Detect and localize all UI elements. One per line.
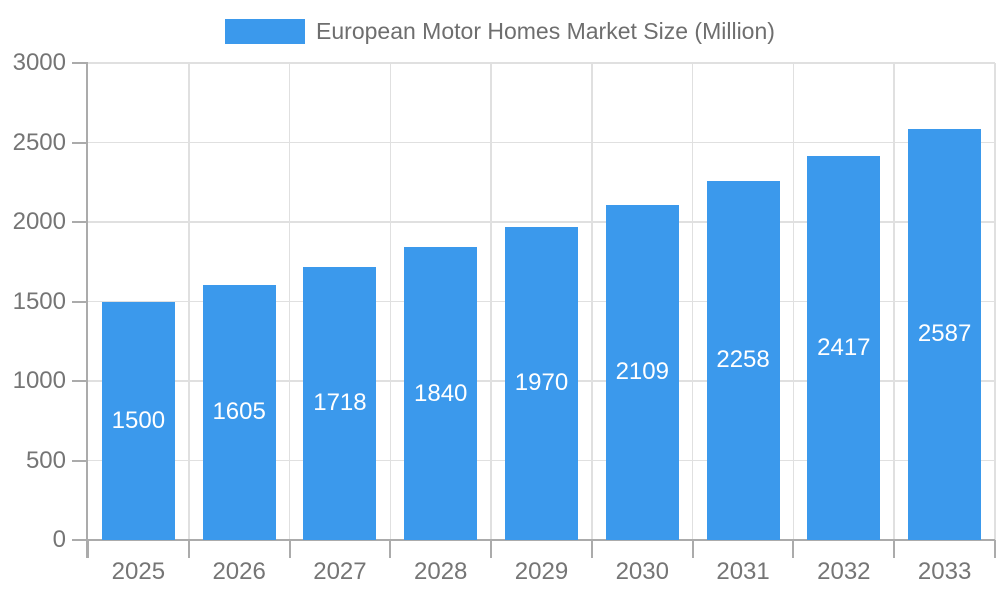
legend: European Motor Homes Market Size (Millio…	[0, 18, 1000, 45]
bar-value-label: 1970	[514, 369, 569, 397]
bar-value-label: 2587	[917, 320, 972, 348]
x-axis-tick	[187, 540, 190, 558]
x-axis-tick	[288, 540, 291, 558]
y-axis-tick-label: 3000	[12, 49, 66, 76]
gridline-vertical	[188, 63, 190, 540]
bar-value-label: 1718	[313, 389, 367, 417]
y-axis-tick	[72, 62, 88, 64]
y-axis-tick-label: 500	[25, 446, 66, 474]
bar[interactable]	[807, 155, 881, 540]
legend-swatch	[225, 19, 306, 44]
x-axis-tick	[490, 540, 493, 558]
x-axis-tick-label: 2033	[917, 558, 972, 585]
legend-label: European Motor Homes Market Size (Millio…	[316, 18, 775, 44]
bar-value-label: 1605	[212, 398, 266, 426]
x-axis-tick-label: 2029	[514, 558, 569, 585]
bar[interactable]	[706, 180, 780, 540]
gridline-vertical	[389, 63, 392, 540]
y-axis-line	[86, 63, 88, 558]
x-axis-tick	[87, 540, 89, 558]
bar[interactable]	[404, 247, 478, 540]
gridline-vertical	[691, 63, 694, 540]
bar[interactable]	[505, 226, 578, 540]
y-axis-tick-label: 1000	[12, 367, 66, 394]
y-axis-tick	[72, 141, 88, 144]
gridline-horizontal	[88, 62, 995, 64]
gridline-horizontal	[88, 221, 995, 223]
gridline-vertical	[994, 63, 996, 540]
y-axis-tick-label: 2000	[12, 208, 66, 235]
gridline-horizontal	[88, 141, 995, 144]
gridline-vertical	[288, 63, 291, 540]
y-axis-tick	[72, 380, 88, 382]
x-axis-tick	[590, 540, 593, 558]
x-axis-tick-label: 2027	[313, 558, 367, 585]
x-axis-tick-label: 2031	[716, 558, 770, 585]
x-axis-tick-label: 2025	[111, 558, 166, 585]
bar[interactable]	[101, 301, 175, 540]
gridline-vertical	[893, 63, 895, 540]
x-axis-tick	[691, 540, 694, 558]
bar-value-label: 2417	[817, 333, 871, 361]
x-axis-tick	[389, 540, 392, 558]
gridline-vertical	[591, 63, 593, 540]
gridline-vertical	[490, 63, 492, 540]
y-axis-tick-label: 2500	[12, 128, 66, 156]
bar[interactable]	[908, 128, 982, 540]
gridline-vertical	[792, 63, 795, 540]
bar-value-label: 2109	[615, 358, 669, 386]
bar-value-label: 1840	[414, 379, 468, 407]
x-axis-tick	[792, 540, 795, 558]
x-axis-tick-label: 2028	[414, 558, 468, 585]
x-axis-tick	[994, 540, 996, 558]
x-axis-tick	[893, 540, 896, 558]
y-axis-tick-label: 1500	[12, 287, 66, 315]
y-axis-tick	[72, 221, 88, 223]
bar[interactable]	[202, 284, 276, 540]
bar[interactable]	[605, 204, 679, 540]
y-axis-tick	[72, 300, 88, 303]
x-axis-line	[72, 539, 995, 541]
bar[interactable]	[303, 266, 377, 540]
bar-value-label: 2258	[716, 346, 770, 374]
y-axis-tick	[72, 459, 88, 462]
x-axis-tick-label: 2032	[817, 558, 871, 585]
legend-item[interactable]: European Motor Homes Market Size (Millio…	[225, 18, 775, 45]
y-axis-tick-label: 0	[52, 526, 66, 553]
x-axis-tick-label: 2026	[212, 558, 266, 585]
bar-value-label: 1500	[111, 406, 166, 434]
x-axis-tick-label: 2030	[615, 558, 669, 585]
